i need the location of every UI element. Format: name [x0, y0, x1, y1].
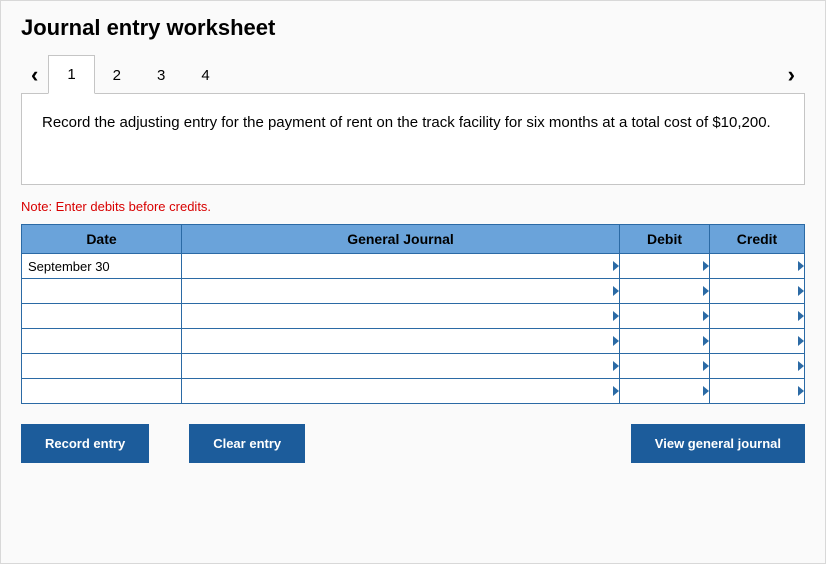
- tab-row: ‹ 1 2 3 4 ›: [21, 55, 805, 94]
- col-header-journal: General Journal: [182, 225, 620, 254]
- record-entry-button[interactable]: Record entry: [21, 424, 149, 463]
- button-row: Record entry Clear entry View general jo…: [21, 424, 805, 463]
- cell-journal[interactable]: [182, 329, 620, 354]
- cell-credit[interactable]: [710, 279, 805, 304]
- cell-debit[interactable]: [620, 254, 710, 279]
- cell-journal[interactable]: [182, 279, 620, 304]
- cell-credit[interactable]: [710, 329, 805, 354]
- note-text: Note: Enter debits before credits.: [21, 199, 805, 214]
- col-header-debit: Debit: [620, 225, 710, 254]
- tab-3[interactable]: 3: [139, 57, 183, 94]
- worksheet-container: Journal entry worksheet ‹ 1 2 3 4 › Reco…: [0, 0, 826, 564]
- cell-journal[interactable]: [182, 304, 620, 329]
- table-row: September 30: [22, 254, 805, 279]
- page-title: Journal entry worksheet: [21, 15, 805, 41]
- cell-date[interactable]: [22, 304, 182, 329]
- instruction-panel: Record the adjusting entry for the payme…: [21, 93, 805, 185]
- cell-date[interactable]: [22, 279, 182, 304]
- journal-table: Date General Journal Debit Credit Septem…: [21, 224, 805, 404]
- col-header-date: Date: [22, 225, 182, 254]
- cell-date[interactable]: [22, 379, 182, 404]
- cell-journal[interactable]: [182, 379, 620, 404]
- cell-debit[interactable]: [620, 379, 710, 404]
- table-header-row: Date General Journal Debit Credit: [22, 225, 805, 254]
- cell-debit[interactable]: [620, 354, 710, 379]
- next-arrow[interactable]: ›: [778, 58, 805, 92]
- tab-4[interactable]: 4: [183, 57, 227, 94]
- table-row: [22, 354, 805, 379]
- cell-debit[interactable]: [620, 304, 710, 329]
- tab-1[interactable]: 1: [48, 55, 94, 94]
- table-body: September 30: [22, 254, 805, 404]
- cell-debit[interactable]: [620, 329, 710, 354]
- col-header-credit: Credit: [710, 225, 805, 254]
- cell-date[interactable]: [22, 329, 182, 354]
- cell-journal[interactable]: [182, 354, 620, 379]
- table-row: [22, 279, 805, 304]
- view-general-journal-button[interactable]: View general journal: [631, 424, 805, 463]
- tabs: 1 2 3 4: [48, 55, 227, 94]
- instruction-text: Record the adjusting entry for the payme…: [42, 112, 784, 134]
- cell-debit[interactable]: [620, 279, 710, 304]
- cell-credit[interactable]: [710, 254, 805, 279]
- table-row: [22, 379, 805, 404]
- cell-date[interactable]: September 30: [22, 254, 182, 279]
- cell-journal[interactable]: [182, 254, 620, 279]
- cell-credit[interactable]: [710, 304, 805, 329]
- cell-credit[interactable]: [710, 354, 805, 379]
- cell-date[interactable]: [22, 354, 182, 379]
- cell-credit[interactable]: [710, 379, 805, 404]
- clear-entry-button[interactable]: Clear entry: [189, 424, 305, 463]
- table-row: [22, 304, 805, 329]
- table-row: [22, 329, 805, 354]
- prev-arrow[interactable]: ‹: [21, 58, 48, 92]
- tab-2[interactable]: 2: [95, 57, 139, 94]
